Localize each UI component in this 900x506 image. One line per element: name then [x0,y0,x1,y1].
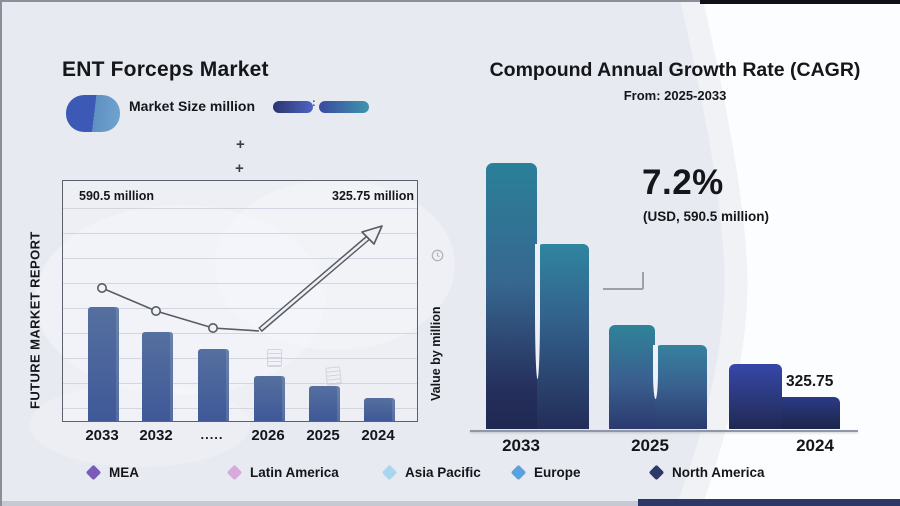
legend-item-asia-pacific: Asia Pacific [381,464,481,481]
legend-label: North America [672,465,765,480]
x-label-2026: 2026 [251,427,285,444]
cagr-bar-2025-right [655,345,707,429]
market-size-legend-label: Market Size million [129,98,256,114]
cagr-bar-2024-right [782,397,840,429]
north-america-diamond-icon [648,464,665,481]
x-label-2033: 2033 [85,427,119,444]
plus-mark-top: + [236,136,245,153]
document-icon [267,349,282,367]
clock-icon [431,249,444,262]
trend-line-and-growth-arrow [96,225,383,334]
market-size-chart-panel: 590.5 million 325.75 million [62,180,418,422]
bar-2024 [364,398,395,421]
gridline [63,308,417,309]
latin-america-diamond-icon [226,464,243,481]
cagr-bar-2025-left [609,325,655,429]
x-label-2025: 2025 [306,427,340,444]
x-label-dots: ..... [200,427,224,442]
gridline [63,383,417,384]
bottom-right-strip [638,499,900,506]
bottom-left-strip [2,501,642,506]
legend-label: MEA [109,465,139,480]
plus-mark-bottom: + [235,160,244,177]
legend-label: Europe [534,465,581,480]
bar-notch [535,244,540,379]
cagr-bar-2024-left [729,364,782,429]
cylinder-icon [66,95,120,132]
capsule-separator: : [312,97,316,109]
cagr-axis-line [470,430,858,432]
asia-pacific-diamond-icon [381,464,398,481]
legend-item-mea: MEA [85,464,139,481]
x-label-2024: 2024 [361,427,395,444]
bar-2025 [309,386,340,421]
legend-item-latin-america: Latin America [226,464,339,481]
capsule-icon-dark [273,101,313,113]
capsule-icon-teal [319,101,369,113]
x-label-2032: 2032 [139,427,173,444]
bar-2033 [88,307,119,421]
value-by-million-side-label: Value by million [429,306,443,402]
cagr-x-label-2025: 2025 [631,436,669,455]
cagr-detail: (USD, 590.5 million) [643,209,770,224]
cagr-title: Compound Annual Growth Rate (CAGR) [489,59,861,81]
gridline [63,208,417,209]
bar-2026 [254,376,285,421]
cagr-bar-2033-left [486,163,537,429]
top-right-strip [700,0,900,4]
chart-start-value-label: 590.5 million [79,189,155,203]
mea-diamond-icon [85,464,102,481]
legend-label: Latin America [250,465,339,480]
cagr-x-label-2033: 2033 [502,436,540,455]
gridline [63,258,417,259]
legend-item-europe: Europe [510,464,581,481]
page-title: ENT Forceps Market [62,58,269,81]
europe-diamond-icon [510,464,527,481]
gridline [63,408,417,409]
gridline [63,233,417,234]
callout-line-horizontal [603,288,643,290]
cagr-subtitle: From: 2025-2033 [623,88,727,103]
bar-2032 [142,332,173,421]
legend-item-north-america: North America [648,464,765,481]
legend-label: Asia Pacific [405,465,481,480]
future-market-report-side-label: FUTURE MARKET REPORT [27,231,43,409]
chart-end-value-label: 325.75 million [332,189,414,203]
gridline [63,358,417,359]
callout-line-vertical [642,272,644,289]
bar-notch [653,345,658,399]
gridline [63,283,417,284]
cagr-bar-2033-right [537,244,589,429]
annotation-325: 325.75 [786,373,834,390]
cagr-x-label-2024: 2024 [796,436,834,455]
cagr-value: 7.2% [642,163,724,202]
frame-top-border [0,0,706,2]
frame-left-border [0,0,2,506]
gridline [63,333,417,334]
bar-dots [198,349,229,421]
